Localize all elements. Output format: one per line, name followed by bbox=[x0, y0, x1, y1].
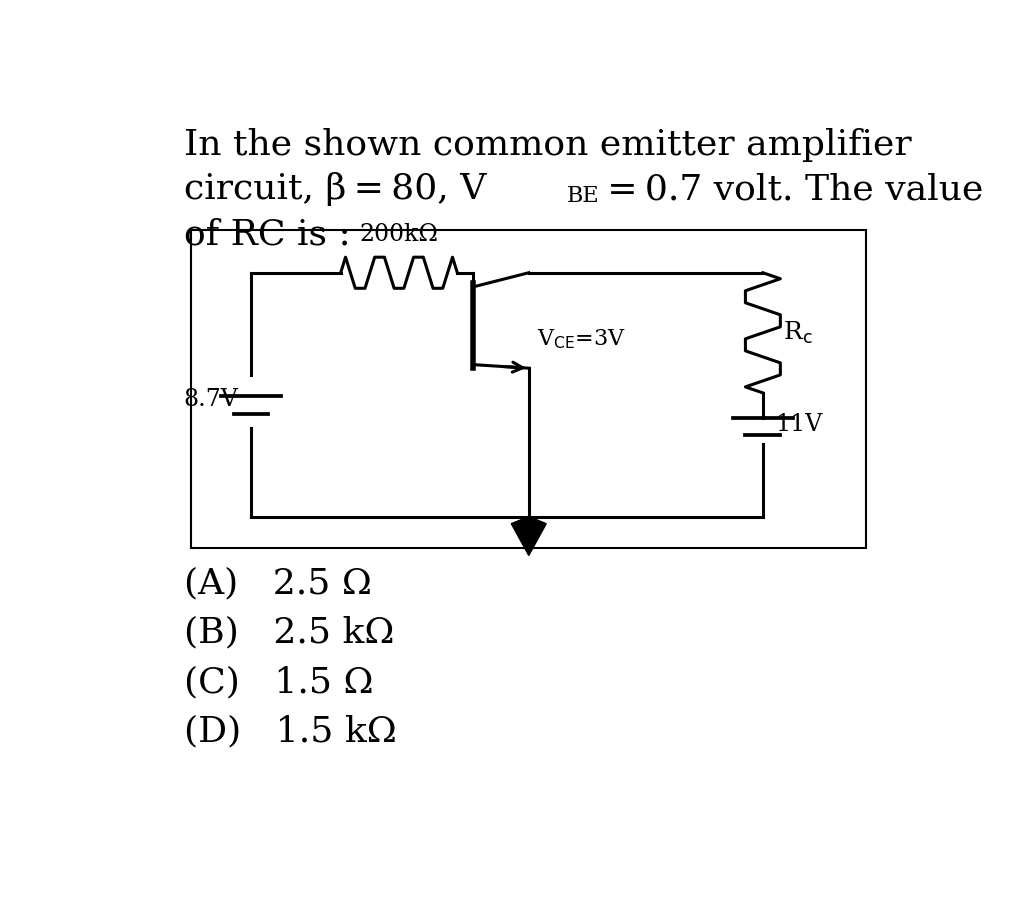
Bar bbox=[191, 230, 866, 548]
Text: (B)   2.5 kΩ: (B) 2.5 kΩ bbox=[183, 616, 394, 650]
Text: 8.7V: 8.7V bbox=[183, 388, 239, 411]
Text: R$_{\mathsf{c}}$: R$_{\mathsf{c}}$ bbox=[782, 319, 812, 346]
Text: (A)   2.5 Ω: (A) 2.5 Ω bbox=[183, 566, 372, 600]
Text: 11V: 11V bbox=[775, 413, 822, 436]
Text: (D)   1.5 kΩ: (D) 1.5 kΩ bbox=[183, 714, 396, 748]
Text: BE: BE bbox=[567, 185, 599, 207]
Text: circuit, β = 80, V: circuit, β = 80, V bbox=[183, 173, 486, 207]
Text: 200kΩ: 200kΩ bbox=[359, 223, 438, 246]
Text: of RC is :: of RC is : bbox=[183, 218, 350, 252]
Text: = 0.7 volt. The value: = 0.7 volt. The value bbox=[600, 173, 984, 207]
Polygon shape bbox=[511, 517, 546, 555]
Text: In the shown common emitter amplifier: In the shown common emitter amplifier bbox=[183, 128, 911, 162]
Text: V$_{\mathsf{CE}}$=3V: V$_{\mathsf{CE}}$=3V bbox=[537, 327, 625, 351]
Text: (C)   1.5 Ω: (C) 1.5 Ω bbox=[183, 665, 373, 699]
